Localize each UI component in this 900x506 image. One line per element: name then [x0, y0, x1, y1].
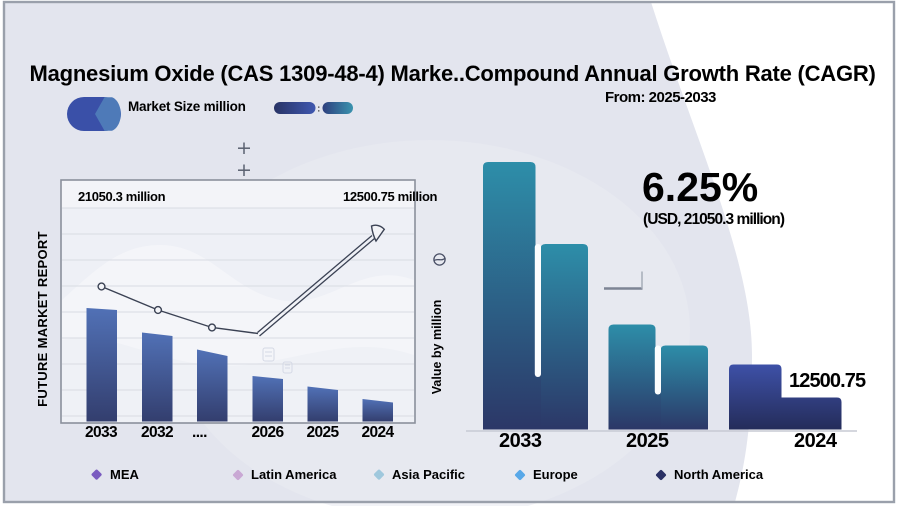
svg-text:Value by million: Value by million — [430, 300, 444, 394]
svg-text::: : — [317, 104, 320, 114]
svg-text:FUTURE MARKET REPORT: FUTURE MARKET REPORT — [35, 231, 50, 407]
